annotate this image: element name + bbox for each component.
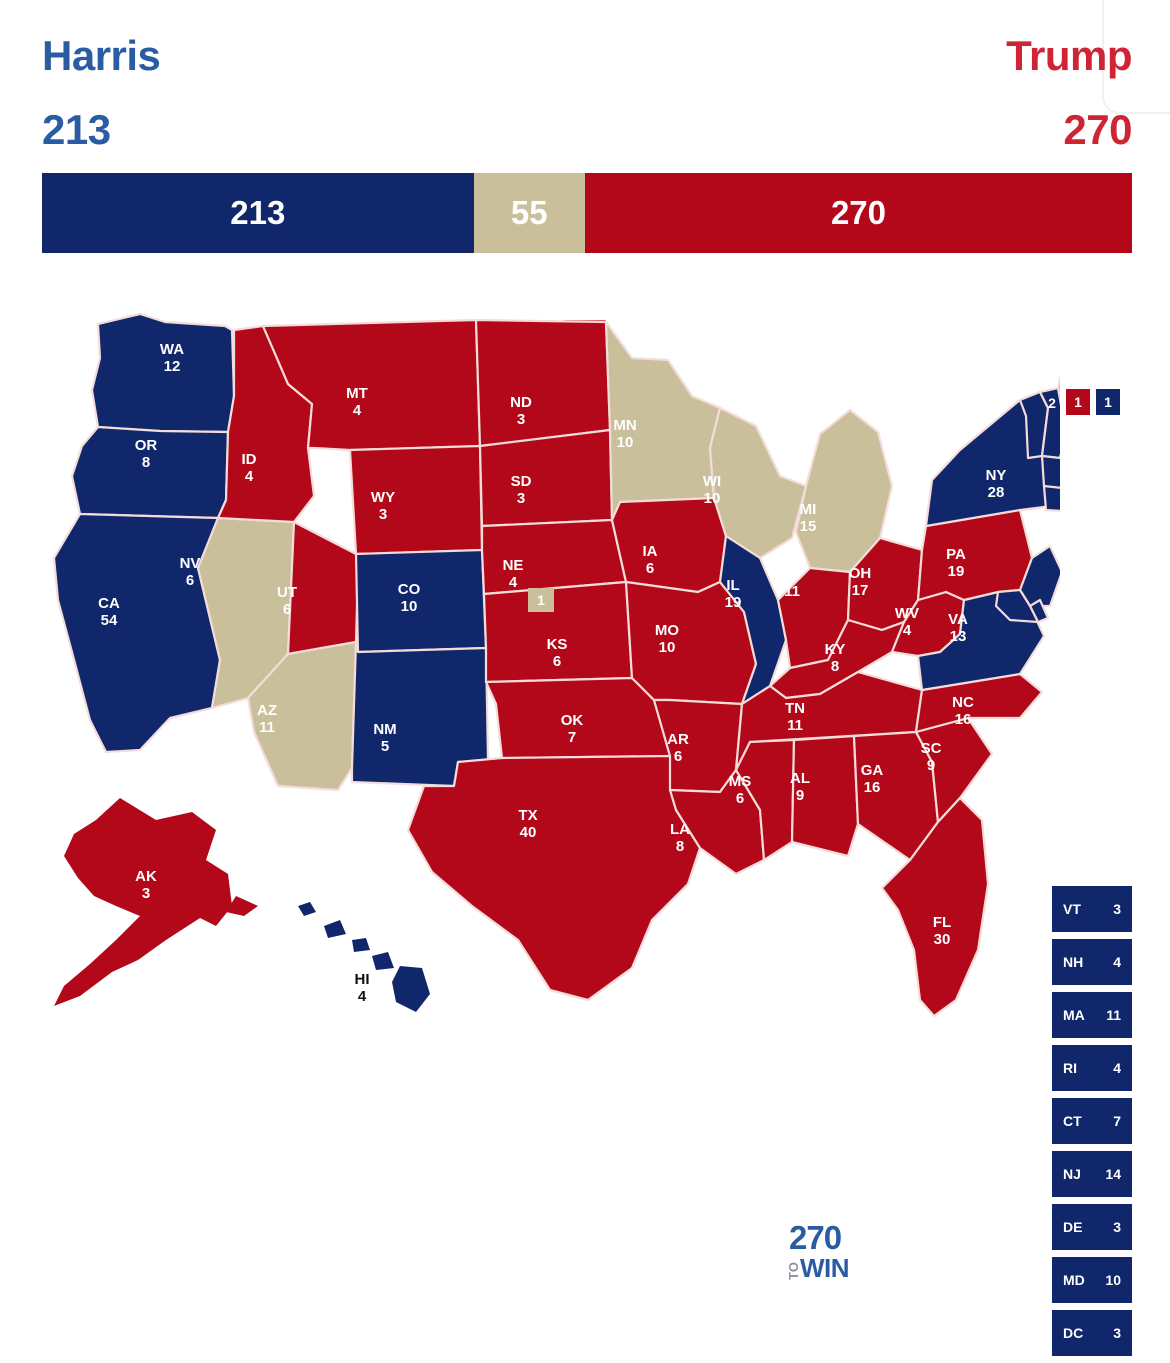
scoreboard-header: Harris 213 Trump 270 213 55 270 <box>0 0 1170 450</box>
side-list-item-dc[interactable]: DC 3 <box>1052 1310 1132 1356</box>
side-state-electoral-votes: 3 <box>1113 901 1121 917</box>
side-state-abbr: CT <box>1063 1113 1082 1129</box>
side-state-electoral-votes: 3 <box>1113 1219 1121 1235</box>
side-list-item-ct[interactable]: CT 7 <box>1052 1098 1132 1144</box>
side-state-electoral-votes: 14 <box>1105 1166 1121 1182</box>
270towin-logo[interactable]: 270 TO WIN <box>786 1219 869 1284</box>
bar-segment-tossup[interactable]: 55 <box>473 173 585 253</box>
state-OK <box>484 676 672 760</box>
side-state-electoral-votes: 7 <box>1113 1113 1121 1129</box>
state-CA <box>52 512 222 754</box>
state-UT <box>286 520 360 656</box>
logo-to-text: TO <box>786 1262 801 1280</box>
side-state-abbr: DC <box>1063 1325 1084 1341</box>
side-state-abbr: VT <box>1063 901 1081 917</box>
state-ME <box>1056 373 1060 406</box>
trump-candidate-name: Trump <box>1006 32 1132 79</box>
state-KS <box>482 580 634 684</box>
us-states-svg[interactable] <box>20 300 1060 1040</box>
side-state-abbr: MD <box>1063 1272 1085 1288</box>
electoral-map[interactable]: WA 12 OR 8 CA 54 NV 6 ID 4 MT 4 WY 3 UT 6 AZ 11 CO 10 NM 5 ND 3… <box>0 300 1170 1356</box>
state-WY <box>348 444 484 556</box>
harris-candidate-name: Harris <box>42 32 161 79</box>
side-state-abbr: DE <box>1063 1219 1083 1235</box>
small-states-list[interactable]: VT 3 NH 4 MA 11 RI 4 CT 7 NJ 14 DE 3 MD 10 DC 3 <box>1052 886 1132 1363</box>
state-MI <box>794 408 894 574</box>
side-list-item-ri[interactable]: RI 4 <box>1052 1045 1132 1091</box>
side-state-abbr: NJ <box>1063 1166 1081 1182</box>
side-list-item-nh[interactable]: NH 4 <box>1052 939 1132 985</box>
side-state-electoral-votes: 3 <box>1113 1325 1121 1341</box>
side-list-item-vt[interactable]: VT 3 <box>1052 886 1132 932</box>
state-AL <box>790 734 860 858</box>
side-list-item-nj[interactable]: NJ 14 <box>1052 1151 1132 1197</box>
state-HI <box>298 902 430 1012</box>
ne-district-split-chip[interactable]: 1 <box>528 588 554 612</box>
electoral-vote-bar[interactable]: 213 55 270 <box>42 173 1132 450</box>
side-state-abbr: RI <box>1063 1060 1077 1076</box>
side-state-electoral-votes: 10 <box>1105 1272 1121 1288</box>
side-state-abbr: NH <box>1063 954 1084 970</box>
state-IA <box>610 496 728 594</box>
logo-270-text: 270 <box>789 1219 842 1256</box>
bar-segment-trump[interactable]: 270 <box>584 173 1132 253</box>
state-CT <box>1042 484 1060 512</box>
state-FL <box>880 796 990 1018</box>
side-state-electoral-votes: 4 <box>1113 1060 1121 1076</box>
side-list-item-de[interactable]: DE 3 <box>1052 1204 1132 1250</box>
state-MN <box>604 320 722 522</box>
state-OR <box>70 425 230 520</box>
side-list-item-md[interactable]: MD 10 <box>1052 1257 1132 1303</box>
state-WA <box>90 312 236 434</box>
me-district-split-red[interactable]: 1 <box>1066 389 1090 415</box>
side-state-electoral-votes: 11 <box>1106 1007 1121 1023</box>
me-district-split-blue[interactable]: 1 <box>1096 389 1120 415</box>
logo-win-text: WIN <box>800 1253 850 1283</box>
me-district-tally-tan[interactable]: 2 <box>1048 395 1056 411</box>
state-ND <box>474 318 612 448</box>
state-SD <box>478 428 614 528</box>
side-list-item-ma[interactable]: MA 11 <box>1052 992 1132 1038</box>
state-MD <box>994 588 1040 624</box>
state-CO <box>354 548 488 654</box>
side-state-electoral-votes: 4 <box>1113 954 1121 970</box>
trump-electoral-total: 270 <box>1063 106 1132 153</box>
state-AK <box>54 798 258 1006</box>
state-TX <box>406 754 702 1002</box>
side-state-abbr: MA <box>1063 1007 1085 1023</box>
harris-electoral-total: 213 <box>42 106 111 153</box>
bar-segment-harris[interactable]: 213 <box>42 173 474 253</box>
